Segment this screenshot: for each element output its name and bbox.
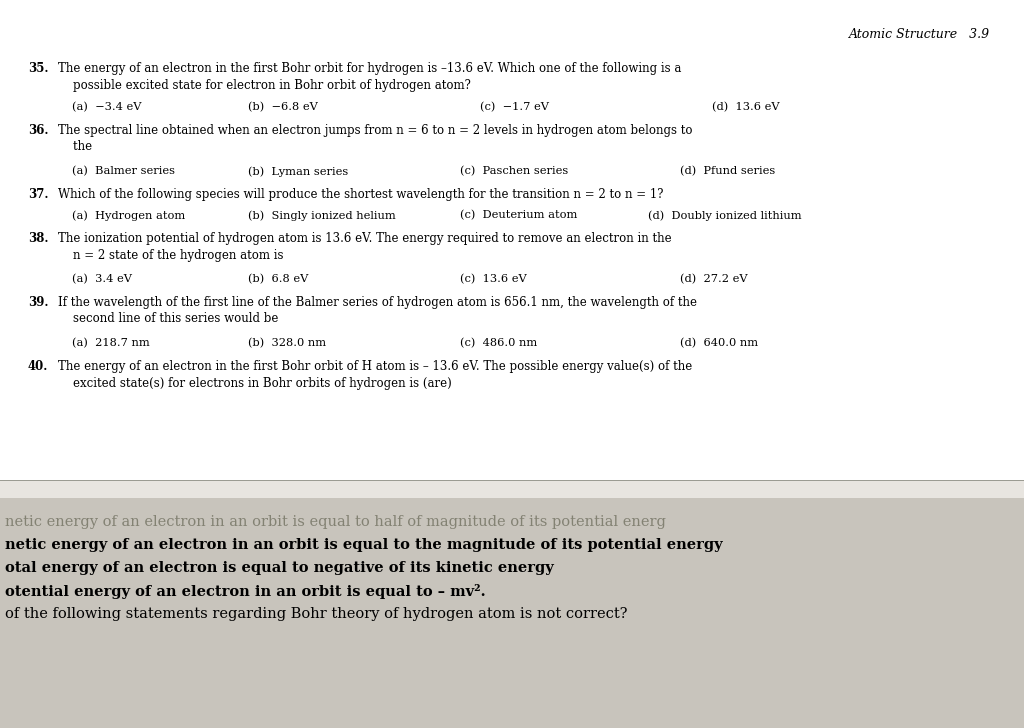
- Text: (c)  13.6 eV: (c) 13.6 eV: [460, 274, 526, 285]
- Text: otal energy of an electron is equal to negative of its kinetic energy: otal energy of an electron is equal to n…: [5, 561, 554, 575]
- Text: (b)  −6.8 eV: (b) −6.8 eV: [248, 102, 317, 112]
- Text: (d)  27.2 eV: (d) 27.2 eV: [680, 274, 748, 285]
- Text: (b)  328.0 nm: (b) 328.0 nm: [248, 338, 326, 348]
- Text: (c)  486.0 nm: (c) 486.0 nm: [460, 338, 538, 348]
- Text: (d)  Pfund series: (d) Pfund series: [680, 166, 775, 176]
- Text: The energy of an electron in the first Bohr orbit of H atom is – 13.6 eV. The po: The energy of an electron in the first B…: [58, 360, 692, 389]
- Text: netic energy of an electron in an orbit is equal to half of magnitude of its pot: netic energy of an electron in an orbit …: [5, 515, 666, 529]
- Text: 39.: 39.: [28, 296, 48, 309]
- Text: (c)  −1.7 eV: (c) −1.7 eV: [480, 102, 549, 112]
- Text: The spectral line obtained when an electron jumps from n = 6 to n = 2 levels in : The spectral line obtained when an elect…: [58, 124, 692, 154]
- Bar: [0, 480, 1024, 498]
- Text: (a)  −3.4 eV: (a) −3.4 eV: [72, 102, 141, 112]
- Text: (b)  Singly ionized helium: (b) Singly ionized helium: [248, 210, 395, 221]
- Text: (c)  Deuterium atom: (c) Deuterium atom: [460, 210, 578, 221]
- Text: netic energy of an electron in an orbit is equal to the magnitude of its potenti: netic energy of an electron in an orbit …: [5, 538, 723, 552]
- Bar: [0, 0, 1024, 480]
- Text: otential energy of an electron in an orbit is equal to – mv².: otential energy of an electron in an orb…: [5, 584, 485, 599]
- Text: (d)  Doubly ionized lithium: (d) Doubly ionized lithium: [648, 210, 802, 221]
- Text: (a)  3.4 eV: (a) 3.4 eV: [72, 274, 132, 285]
- Text: Atomic Structure   3.9: Atomic Structure 3.9: [849, 28, 990, 41]
- Text: (a)  218.7 nm: (a) 218.7 nm: [72, 338, 150, 348]
- Text: If the wavelength of the first line of the Balmer series of hydrogen atom is 656: If the wavelength of the first line of t…: [58, 296, 697, 325]
- Text: 37.: 37.: [28, 188, 48, 201]
- Text: (b)  Lyman series: (b) Lyman series: [248, 166, 348, 177]
- Text: (b)  6.8 eV: (b) 6.8 eV: [248, 274, 308, 285]
- Text: 40.: 40.: [28, 360, 48, 373]
- Bar: [0, 498, 1024, 728]
- Text: (d)  640.0 nm: (d) 640.0 nm: [680, 338, 758, 348]
- Text: 36.: 36.: [28, 124, 48, 137]
- Text: of the following statements regarding Bohr theory of hydrogen atom is not correc: of the following statements regarding Bo…: [5, 607, 628, 621]
- Text: (c)  Paschen series: (c) Paschen series: [460, 166, 568, 176]
- Text: Which of the following species will produce the shortest wavelength for the tran: Which of the following species will prod…: [58, 188, 664, 201]
- Text: (a)  Hydrogen atom: (a) Hydrogen atom: [72, 210, 185, 221]
- Text: 38.: 38.: [28, 232, 48, 245]
- Text: (d)  13.6 eV: (d) 13.6 eV: [712, 102, 779, 112]
- Text: The ionization potential of hydrogen atom is 13.6 eV. The energy required to rem: The ionization potential of hydrogen ato…: [58, 232, 672, 261]
- Text: 35.: 35.: [28, 62, 48, 75]
- Text: The energy of an electron in the first Bohr orbit for hydrogen is –13.6 eV. Whic: The energy of an electron in the first B…: [58, 62, 681, 92]
- Text: (a)  Balmer series: (a) Balmer series: [72, 166, 175, 176]
